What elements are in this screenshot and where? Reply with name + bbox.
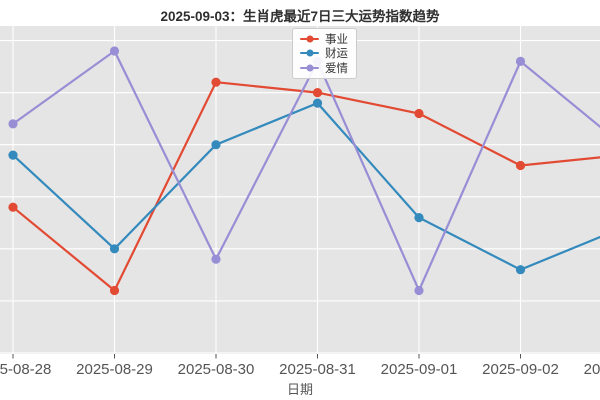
data-point <box>109 46 120 56</box>
x-axis-label: 日期 <box>286 382 313 397</box>
data-point <box>414 108 424 119</box>
data-point <box>211 77 221 87</box>
legend: 事业 财运 爱情 <box>292 28 357 79</box>
data-point <box>515 56 526 66</box>
x-tick-label: 2025-09-03 <box>583 361 600 378</box>
data-point <box>109 244 120 254</box>
x-tick-label: 2025-08-30 <box>177 361 255 378</box>
data-point <box>414 285 424 296</box>
legend-label: 财运 <box>325 48 348 61</box>
legend-item: 爱情 <box>300 61 348 75</box>
x-tick-label: 2025-08-29 <box>76 361 153 378</box>
chart-title: 2025-09-03：生肖虎最近7日三大运势指数趋势 <box>160 9 440 24</box>
data-point <box>8 119 18 129</box>
legend-line-marker-icon <box>300 63 319 72</box>
data-point <box>211 140 221 150</box>
legend-line-marker-icon <box>300 49 319 58</box>
x-tick-label: 2025-08-28 <box>0 361 52 378</box>
legend-label: 事业 <box>325 33 348 46</box>
data-point <box>312 98 323 108</box>
data-point <box>515 160 526 171</box>
plot-area <box>0 26 600 354</box>
data-point <box>109 285 120 296</box>
legend-line-marker-icon <box>300 34 319 43</box>
x-tick-label: 2025-08-31 <box>279 361 356 378</box>
data-point <box>8 202 18 212</box>
legend-item: 财运 <box>300 47 348 61</box>
x-tick-label: 2025-09-01 <box>380 361 458 378</box>
data-point <box>414 213 424 223</box>
data-point <box>312 88 323 98</box>
legend-item: 事业 <box>300 32 348 46</box>
data-point <box>211 254 221 264</box>
data-point <box>515 265 526 275</box>
data-point <box>8 150 18 160</box>
legend-label: 爱情 <box>325 62 348 75</box>
x-tick-label: 2025-09-02 <box>482 361 559 378</box>
